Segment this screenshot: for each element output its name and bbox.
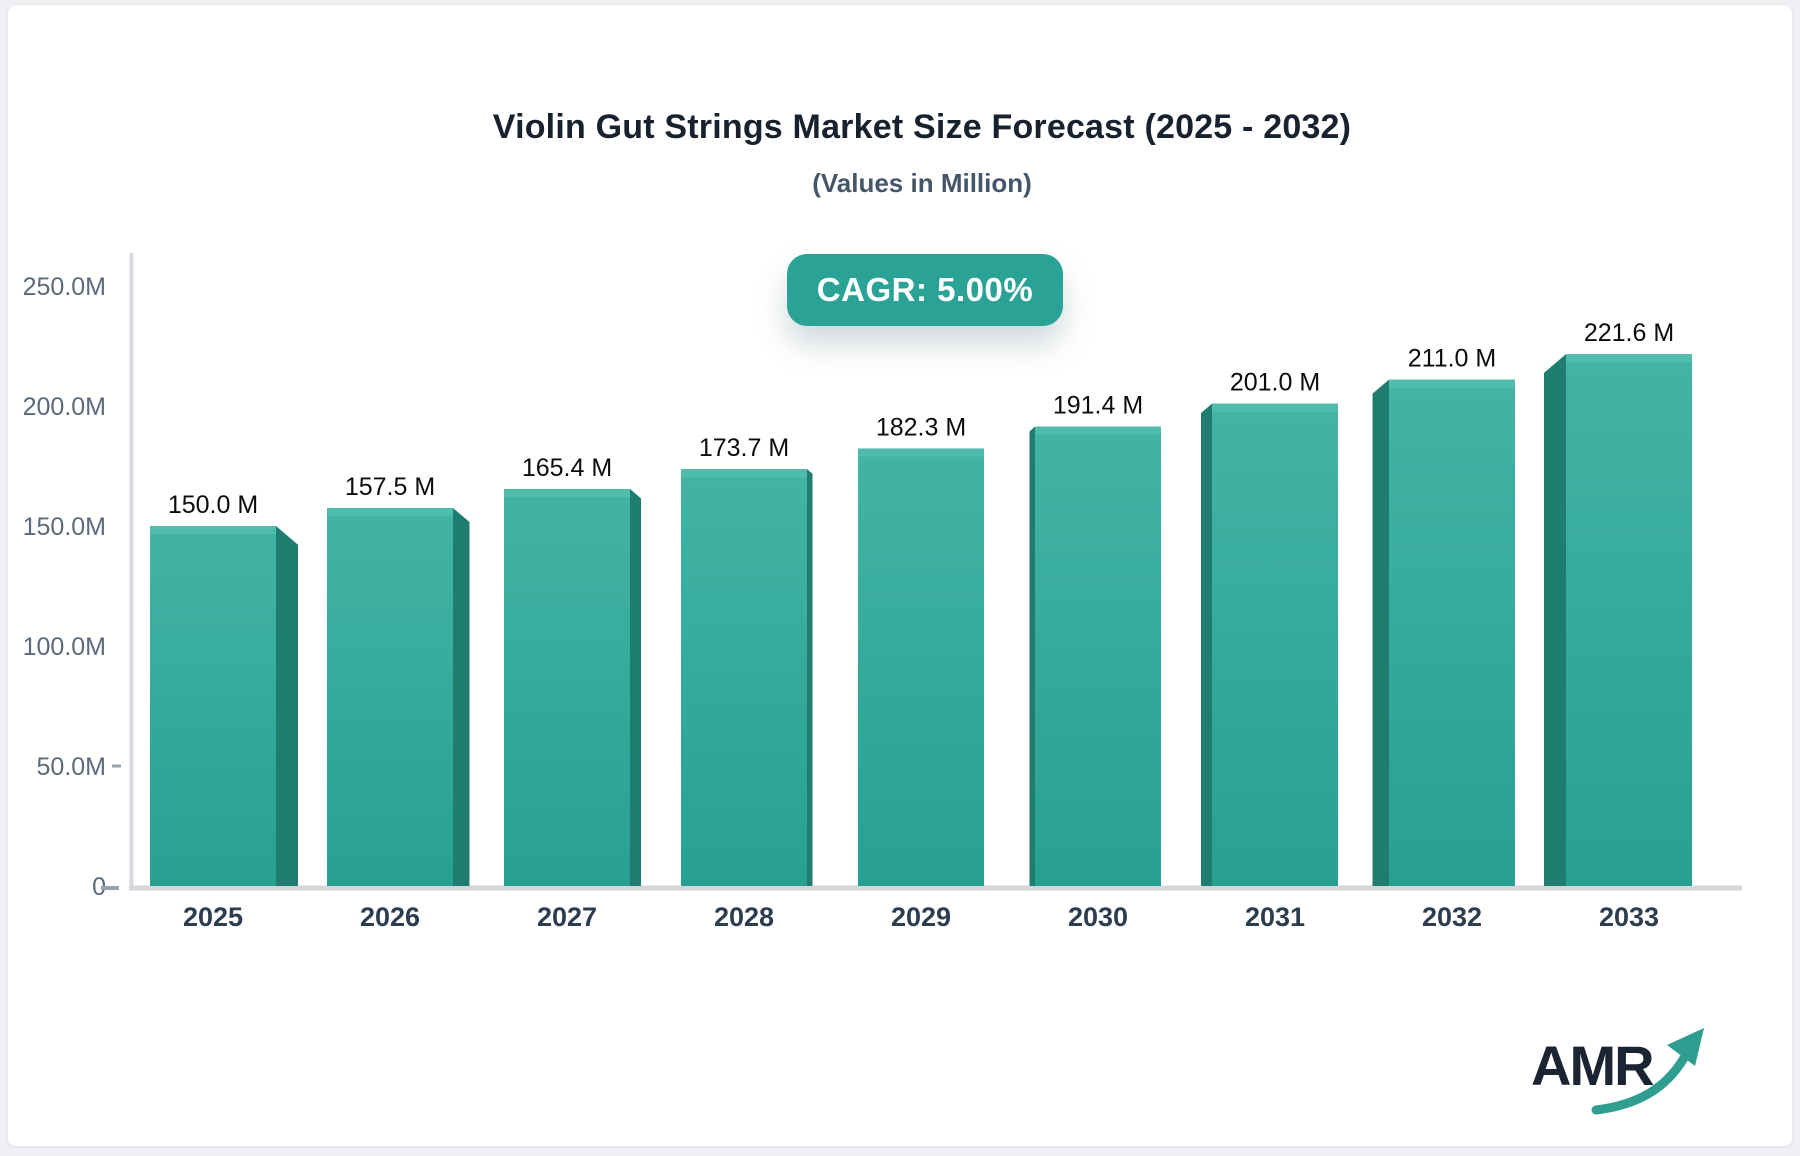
bar-2031 bbox=[1212, 403, 1338, 886]
bar-side-face bbox=[453, 508, 470, 886]
bar-side-face bbox=[630, 489, 641, 886]
bar-top-edge bbox=[858, 448, 984, 457]
bar-2028 bbox=[681, 469, 807, 886]
bar-value-label: 201.0 M bbox=[1230, 369, 1320, 397]
bar-2030 bbox=[1035, 426, 1161, 886]
bar-top-edge bbox=[1566, 354, 1692, 363]
x-axis-label: 2025 bbox=[183, 902, 243, 932]
bar-top-edge bbox=[504, 489, 630, 498]
bar-side-face bbox=[1544, 354, 1566, 886]
bar-top-edge bbox=[1389, 379, 1515, 388]
bar-side-face bbox=[276, 526, 298, 886]
bar-2029 bbox=[858, 448, 984, 886]
cagr-badge: CAGR: 5.00% bbox=[787, 254, 1063, 326]
page-title: Violin Gut Strings Market Size Forecast … bbox=[492, 108, 1352, 146]
bar-value-label: 182.3 M bbox=[876, 413, 966, 441]
bar-2025 bbox=[150, 526, 276, 886]
bars bbox=[150, 354, 1692, 886]
bar-value-label: 165.4 M bbox=[522, 454, 612, 482]
x-axis-label: 2028 bbox=[714, 902, 774, 932]
bar-top-edge bbox=[681, 469, 807, 478]
growth-arrow-icon bbox=[1591, 1028, 1704, 1115]
bar-value-label: 157.5 M bbox=[345, 473, 435, 501]
bar-side-face bbox=[1029, 426, 1035, 886]
y-axis-label: 100.0M bbox=[23, 633, 106, 661]
x-axis-label: 2030 bbox=[1068, 902, 1128, 932]
bar-value-label: 221.6 M bbox=[1584, 319, 1674, 347]
y-axis-label: 200.0M bbox=[23, 393, 106, 421]
bar-side-face bbox=[1201, 403, 1212, 886]
bar-value-label: 191.4 M bbox=[1053, 392, 1143, 420]
x-axis-label: 2026 bbox=[360, 902, 420, 932]
bar-top-edge bbox=[327, 508, 453, 516]
y-axis-label: 0 bbox=[92, 873, 106, 901]
bar-2033 bbox=[1566, 354, 1692, 886]
y-axis-label: 50.0M bbox=[37, 753, 106, 781]
bar-2026 bbox=[327, 508, 453, 886]
bar-value-label: 211.0 M bbox=[1408, 345, 1496, 373]
page-subtitle: (Values in Million) bbox=[812, 168, 1032, 198]
bar-value-label: 150.0 M bbox=[168, 491, 258, 519]
axes: 250.0M 200.0M 150.0M 100.0M 50.0M 0 bbox=[23, 253, 1742, 901]
x-axis-label: 2031 bbox=[1245, 902, 1305, 932]
bar-2032 bbox=[1389, 379, 1515, 886]
bar-top-edge bbox=[1212, 403, 1338, 412]
x-axis-label: 2029 bbox=[891, 902, 951, 932]
bar-side-face bbox=[807, 469, 813, 886]
bar-value-label: 173.7 M bbox=[699, 434, 789, 462]
bar-2027 bbox=[504, 489, 630, 886]
y-axis-label: 250.0M bbox=[23, 273, 106, 301]
x-axis-label: 2027 bbox=[537, 902, 597, 932]
bar-top-edge bbox=[150, 526, 276, 534]
bar-top-edge bbox=[1035, 426, 1161, 435]
labels: 150.0 M 2025 157.5 M 2026 165.4 M 2027 173.7 M… bbox=[168, 319, 1674, 932]
bar-side-face bbox=[1372, 379, 1389, 886]
y-axis-label: 150.0M bbox=[23, 513, 106, 541]
amr-logo: AMR bbox=[1531, 1034, 1655, 1097]
x-axis-label: 2033 bbox=[1599, 902, 1659, 932]
x-axis-label: 2032 bbox=[1422, 902, 1482, 932]
